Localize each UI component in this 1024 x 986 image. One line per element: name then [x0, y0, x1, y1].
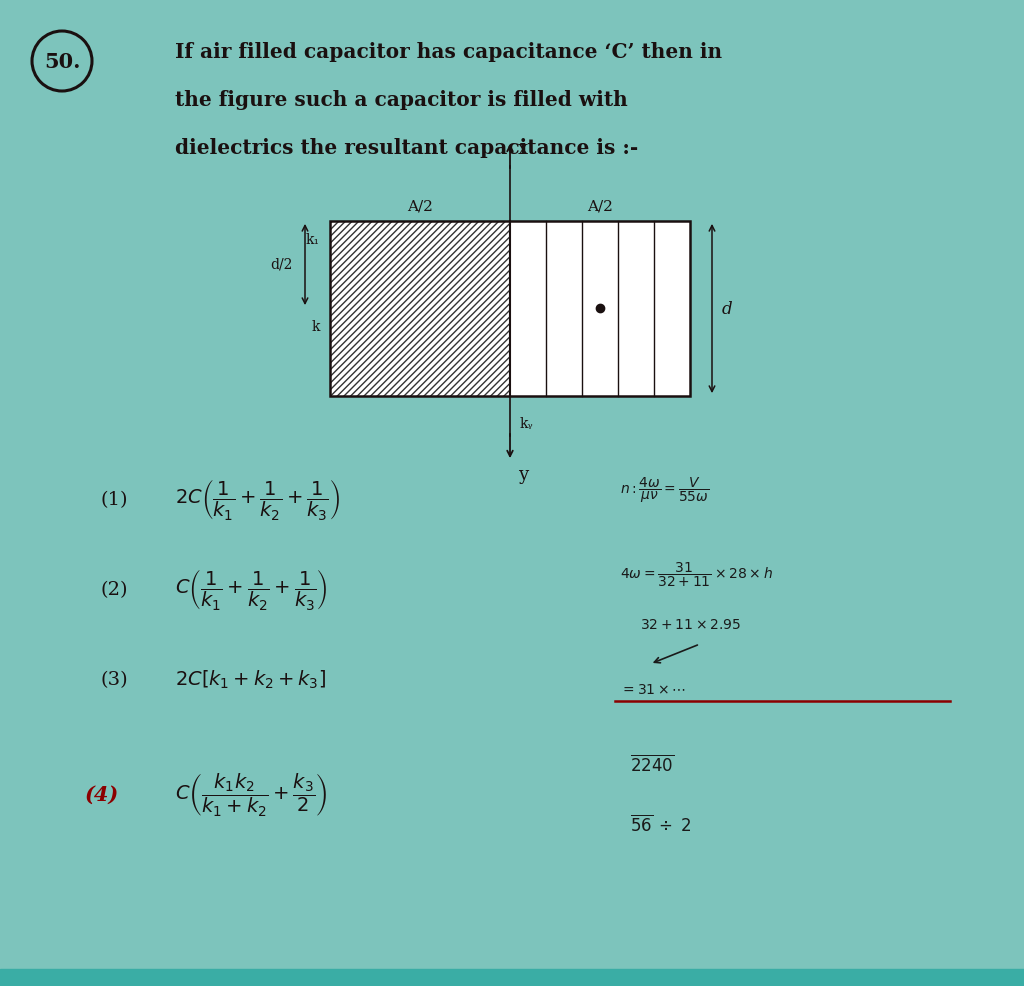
Text: $4\omega=\dfrac{31}{32+11}\times 28\times h$: $4\omega=\dfrac{31}{32+11}\times 28\time… — [620, 560, 773, 589]
Text: $\overline{56}\;\div\;2$: $\overline{56}\;\div\;2$ — [630, 813, 691, 835]
Text: k₁: k₁ — [306, 233, 319, 246]
Text: A/2: A/2 — [587, 200, 613, 214]
Text: If air filled capacitor has capacitance ‘C’ then in: If air filled capacitor has capacitance … — [175, 42, 722, 62]
Text: kᵧ: kᵧ — [520, 416, 534, 431]
Text: k: k — [311, 319, 319, 333]
Text: $2C\left[k_1+k_2+k_3\right]$: $2C\left[k_1+k_2+k_3\right]$ — [175, 669, 326, 690]
Text: d: d — [722, 300, 732, 317]
Bar — [0, 969, 1024, 986]
Text: $\overline{2240}$: $\overline{2240}$ — [630, 753, 675, 775]
Text: $C\left(\dfrac{1}{k_1}+\dfrac{1}{k_2}+\dfrac{1}{k_3}\right)$: $C\left(\dfrac{1}{k_1}+\dfrac{1}{k_2}+\d… — [175, 567, 328, 612]
Text: A/2: A/2 — [408, 200, 433, 214]
Bar — [330, 222, 690, 396]
Text: $=31\times\cdots$: $=31\times\cdots$ — [620, 682, 686, 696]
Text: (1): (1) — [100, 490, 128, 509]
Bar — [330, 222, 510, 396]
Text: x: x — [518, 140, 528, 158]
Text: dielectrics the resultant capacitance is :-: dielectrics the resultant capacitance is… — [175, 138, 638, 158]
Text: d/2: d/2 — [270, 257, 293, 272]
Text: (4): (4) — [85, 784, 119, 805]
Text: $C\left(\dfrac{k_1k_2}{k_1+k_2}+\dfrac{k_3}{2}\right)$: $C\left(\dfrac{k_1k_2}{k_1+k_2}+\dfrac{k… — [175, 771, 328, 817]
Text: $n:\dfrac{4\omega}{\mu\nu}=\dfrac{V}{55\omega}$: $n:\dfrac{4\omega}{\mu\nu}=\dfrac{V}{55\… — [620, 475, 710, 504]
Text: $32+11\times 2.95$: $32+11\times 2.95$ — [640, 617, 741, 631]
Text: the figure such a capacitor is filled with: the figure such a capacitor is filled wi… — [175, 90, 628, 109]
Bar — [510, 222, 690, 396]
Text: $2C\left(\dfrac{1}{k_1}+\dfrac{1}{k_2}+\dfrac{1}{k_3}\right)$: $2C\left(\dfrac{1}{k_1}+\dfrac{1}{k_2}+\… — [175, 477, 340, 522]
Bar — [330, 222, 690, 396]
Text: (2): (2) — [100, 581, 128, 599]
Text: (3): (3) — [100, 670, 128, 688]
Text: 50.: 50. — [44, 52, 80, 72]
Text: y: y — [518, 465, 528, 483]
